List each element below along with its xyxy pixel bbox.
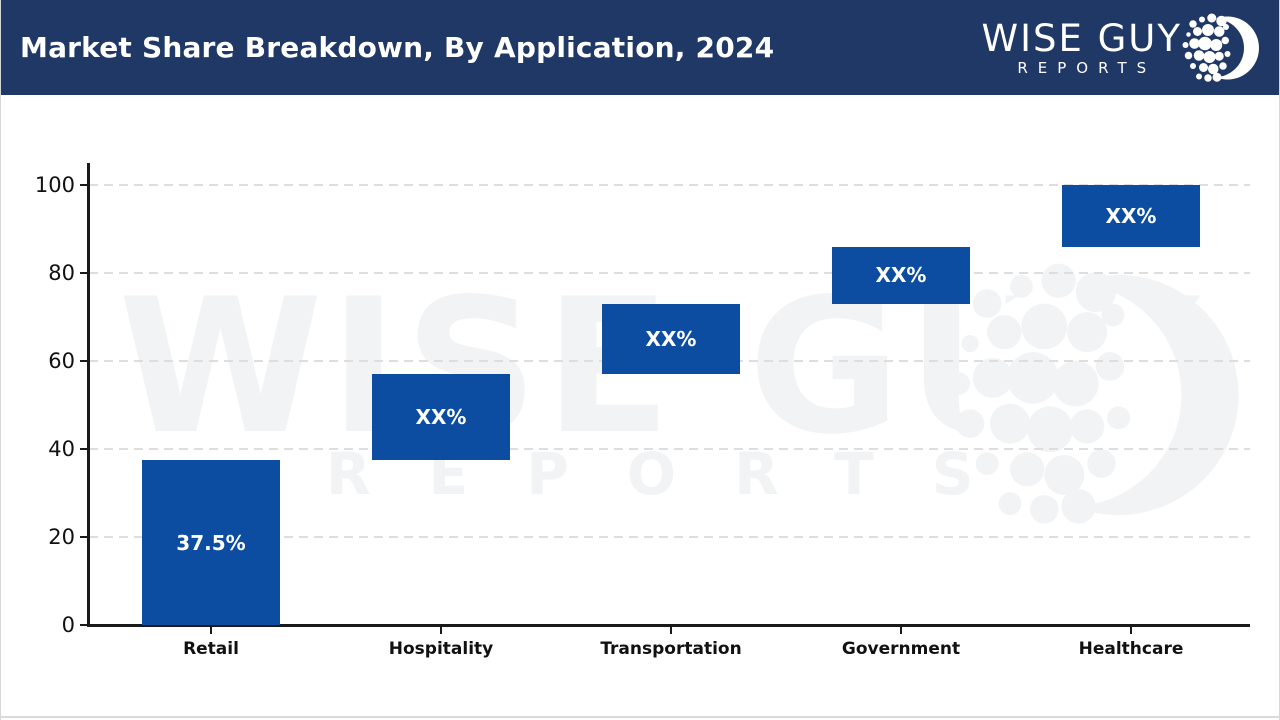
bar-value-label: XX% [1105,203,1157,228]
x-axis-line [87,624,1250,627]
gridline-80 [89,272,1250,274]
bottom-rule [0,716,1280,718]
brand-head-icon [1182,13,1259,82]
brand-name: WISE GUY [981,16,1182,60]
y-axis-tick [80,360,88,362]
bar-government: XX% [832,246,970,304]
x-axis-tick [670,626,672,634]
y-axis-tick [80,272,88,274]
y-axis-tick [80,184,88,186]
y-axis-tick [80,624,88,626]
x-axis-category-label: Transportation [600,639,742,659]
x-axis-category-label: Hospitality [388,639,494,659]
watermark-head-logo-icon [947,263,1239,524]
x-axis-tick [210,626,212,634]
brand-logo-text: WISE GUY REPORTS [982,20,1182,76]
y-axis-tick [80,536,88,538]
bar-value-label: XX% [875,263,927,288]
x-axis-tick [440,626,442,634]
gridline-100 [89,184,1250,186]
bar-value-label: 37.5% [176,530,246,555]
x-axis-category-label: Healthcare [1078,639,1184,659]
page-title: Market Share Breakdown, By Application, … [20,31,775,64]
gridline-20 [89,536,1250,538]
bar-value-label: XX% [415,405,467,430]
y-axis-tick-label: 80 [48,261,75,285]
x-axis-tick [1130,626,1132,634]
x-axis-category-label: Government [841,639,961,659]
x-axis-tick [900,626,902,634]
bar-retail: 37.5% [142,460,280,625]
y-axis-tick-label: 40 [48,437,75,461]
y-axis-tick-label: 0 [61,613,75,637]
y-axis-tick-label: 20 [48,525,75,549]
bar-hospitality: XX% [372,374,510,460]
x-axis-category-label: Retail [183,639,239,659]
y-axis-tick [80,448,88,450]
y-axis-line [87,163,90,627]
bar-healthcare: XX% [1062,185,1200,247]
header-band: Market Share Breakdown, By Application, … [0,0,1280,95]
brand-logo: WISE GUY REPORTS [982,5,1262,91]
gridline-40 [89,448,1250,450]
bar-transportation: XX% [602,303,740,375]
y-axis-tick-label: 60 [48,349,75,373]
y-axis-tick-label: 100 [34,173,75,197]
bar-value-label: XX% [645,326,697,351]
brand-subname: REPORTS [1017,58,1157,77]
